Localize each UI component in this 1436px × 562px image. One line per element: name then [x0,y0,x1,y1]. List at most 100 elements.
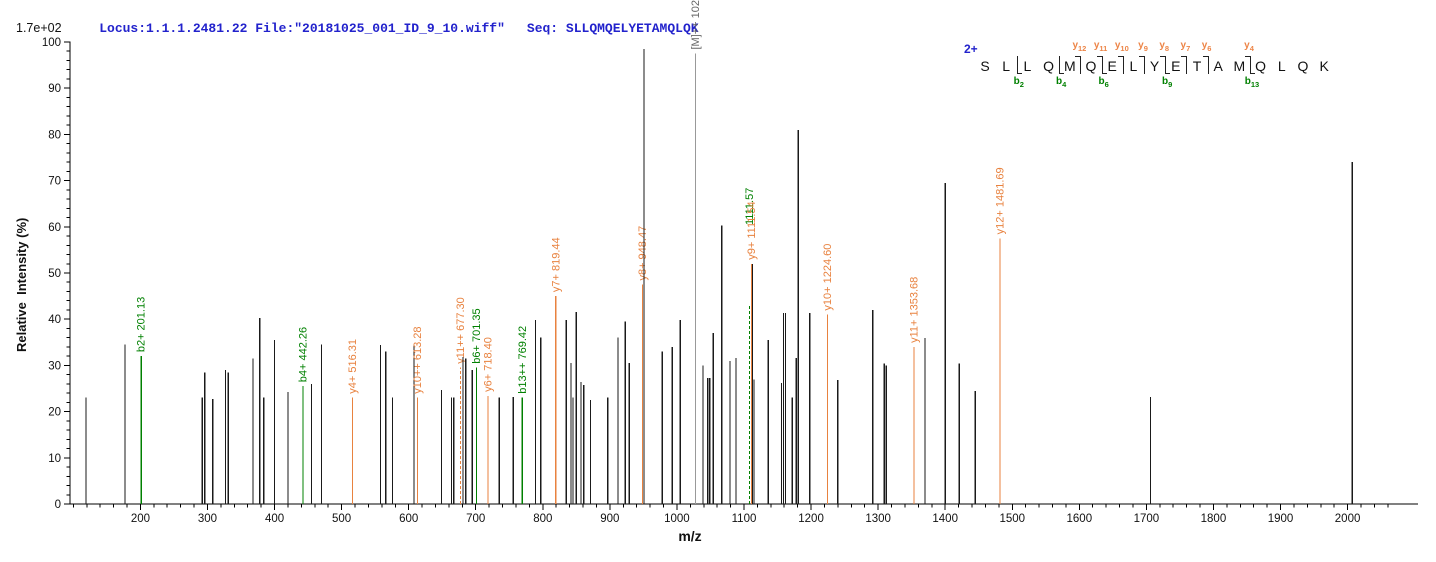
x-tick-label: 900 [600,513,619,525]
residue: Q [1297,58,1309,74]
y-ion-stub [1160,56,1166,57]
x-tick-label: 1500 [999,513,1025,525]
x-tick-label: 1700 [1134,513,1160,525]
peak-annotation-label: b13++ 769.42 [517,326,529,394]
peak-annotation-label: y10++ 613.28 [412,326,424,393]
residue: K [1319,58,1329,74]
fragment-cut-mark [1059,56,1061,74]
peak-annotation-label: y4+ 516.31 [347,339,359,394]
y-ion-stub [1117,56,1123,57]
residue: Y [1149,58,1160,74]
peak-annotation-label: [M]++ 102 [690,0,702,50]
x-axis-title: m/z [678,528,702,544]
x-tick-label: 200 [131,513,150,525]
y-tick-label: 100 [42,37,61,49]
fragment-cut-mark [1016,56,1018,74]
b-ion-stub [1016,73,1022,74]
x-tick-label: 1600 [1067,513,1093,525]
residue: L [1129,58,1138,74]
peak-annotation-label: 1111.57 [744,188,756,225]
ion-number-subscript: 9 [1143,44,1148,53]
y-ion-stub [1245,56,1250,57]
x-tick-label: 1100 [732,513,757,525]
b-ion-label: b2 [1013,76,1024,89]
peak-annotation-label: b6+ 701.35 [471,308,483,363]
peak-annotation-label: y12+ 1481.69 [994,167,1006,234]
fragment-cut-mark [1165,56,1167,74]
y-tick-label: 40 [48,314,61,326]
b-ion-stub [1250,73,1255,74]
peak-annotation-label: y9+ 1111.54 [746,201,758,259]
y-ion-label: y11 [1093,40,1108,53]
y-ion-stub [1096,56,1102,57]
ion-number-subscript: 4 [1249,44,1254,53]
sequence-text: SLLQMQELYETAMQLQK [565,21,699,36]
residue: S [980,58,990,74]
b-ion-stub [1165,73,1171,74]
b-ion-label: b13 [1244,76,1260,89]
y-ion-stub [1139,56,1144,57]
residue: E [1171,58,1181,74]
x-tick-label: 1400 [932,513,958,525]
y-tick-label: 0 [55,499,61,511]
ion-number-subscript: 12 [1078,44,1087,53]
peak-annotation-label: b2+ 201.13 [136,297,148,352]
x-tick-label: 700 [466,513,485,525]
x-tick-label: 1200 [798,513,824,525]
y-ion-stub [1181,56,1187,57]
residue: M [1233,58,1246,74]
fragment-cut-mark [1207,56,1209,74]
y-tick-label: 60 [48,222,61,234]
peak-annotation-label: y7+ 819.44 [550,237,562,292]
y-ion-label: y4 [1244,40,1254,53]
seq-label: Seq: [526,21,559,36]
x-tick-label: 2000 [1335,513,1361,525]
x-tick-label: 1800 [1201,513,1227,525]
b-ion-label: b4 [1056,76,1067,89]
fragment-cut-mark [1144,56,1145,74]
x-tick-label: 1900 [1268,513,1294,525]
residue: T [1192,58,1202,74]
y-tick-label: 30 [48,360,61,372]
y-tick-label: 10 [48,453,61,465]
residue: M [1063,58,1076,74]
ion-number-subscript: 7 [1186,44,1191,53]
y-tick-label: 20 [48,407,61,419]
y-ion-label: y12 [1072,40,1087,53]
ion-number-subscript: 6 [1207,44,1212,53]
y-tick-label: 80 [48,129,61,141]
y-ion-label: y10 [1114,40,1129,53]
fragment-cut-mark [1122,56,1124,74]
y-tick-label: 90 [48,83,61,95]
y-tick-label: 70 [48,176,61,188]
x-tick-label: 1300 [865,513,891,525]
residue: Q [1043,58,1055,74]
ion-number-subscript: 6 [1104,80,1109,89]
ion-number-subscript: 4 [1062,80,1067,89]
b-ion-stub [1059,73,1065,74]
y-tick-label: 50 [48,268,61,280]
intensity-scale-note: 1.7e+02 [16,21,62,35]
ion-number-subscript: 9 [1168,80,1173,89]
y-ion-stub [1075,56,1081,57]
spectrum-header: Locus:1.1.1.2481.22 File:"20181025_001_I… [68,6,699,51]
fragment-cut-mark [1186,56,1188,74]
y-ion-label: y6 [1201,40,1212,53]
y-ion-stub [1202,56,1208,57]
x-tick-label: 800 [533,513,552,525]
y-ion-label: y8 [1159,40,1170,53]
ion-number-subscript: 13 [1250,80,1260,89]
x-tick-label: 600 [399,513,418,525]
ion-number-subscript: 10 [1120,44,1129,53]
b-ion-stub [1101,73,1107,74]
b-ion-label: b6 [1098,76,1109,89]
peak-annotation-label: y11++ 677.30 [455,297,467,363]
fragment-cut-mark [1101,56,1103,74]
b-ion-label: b9 [1162,76,1173,89]
x-tick-label: 400 [265,513,284,525]
ion-number-subscript: 11 [1099,44,1108,53]
peak-annotation-label: y10+ 1224.60 [822,244,834,311]
peak-annotation-label: b4+ 442.26 [297,327,309,382]
y-ion-label: y9 [1138,40,1148,53]
